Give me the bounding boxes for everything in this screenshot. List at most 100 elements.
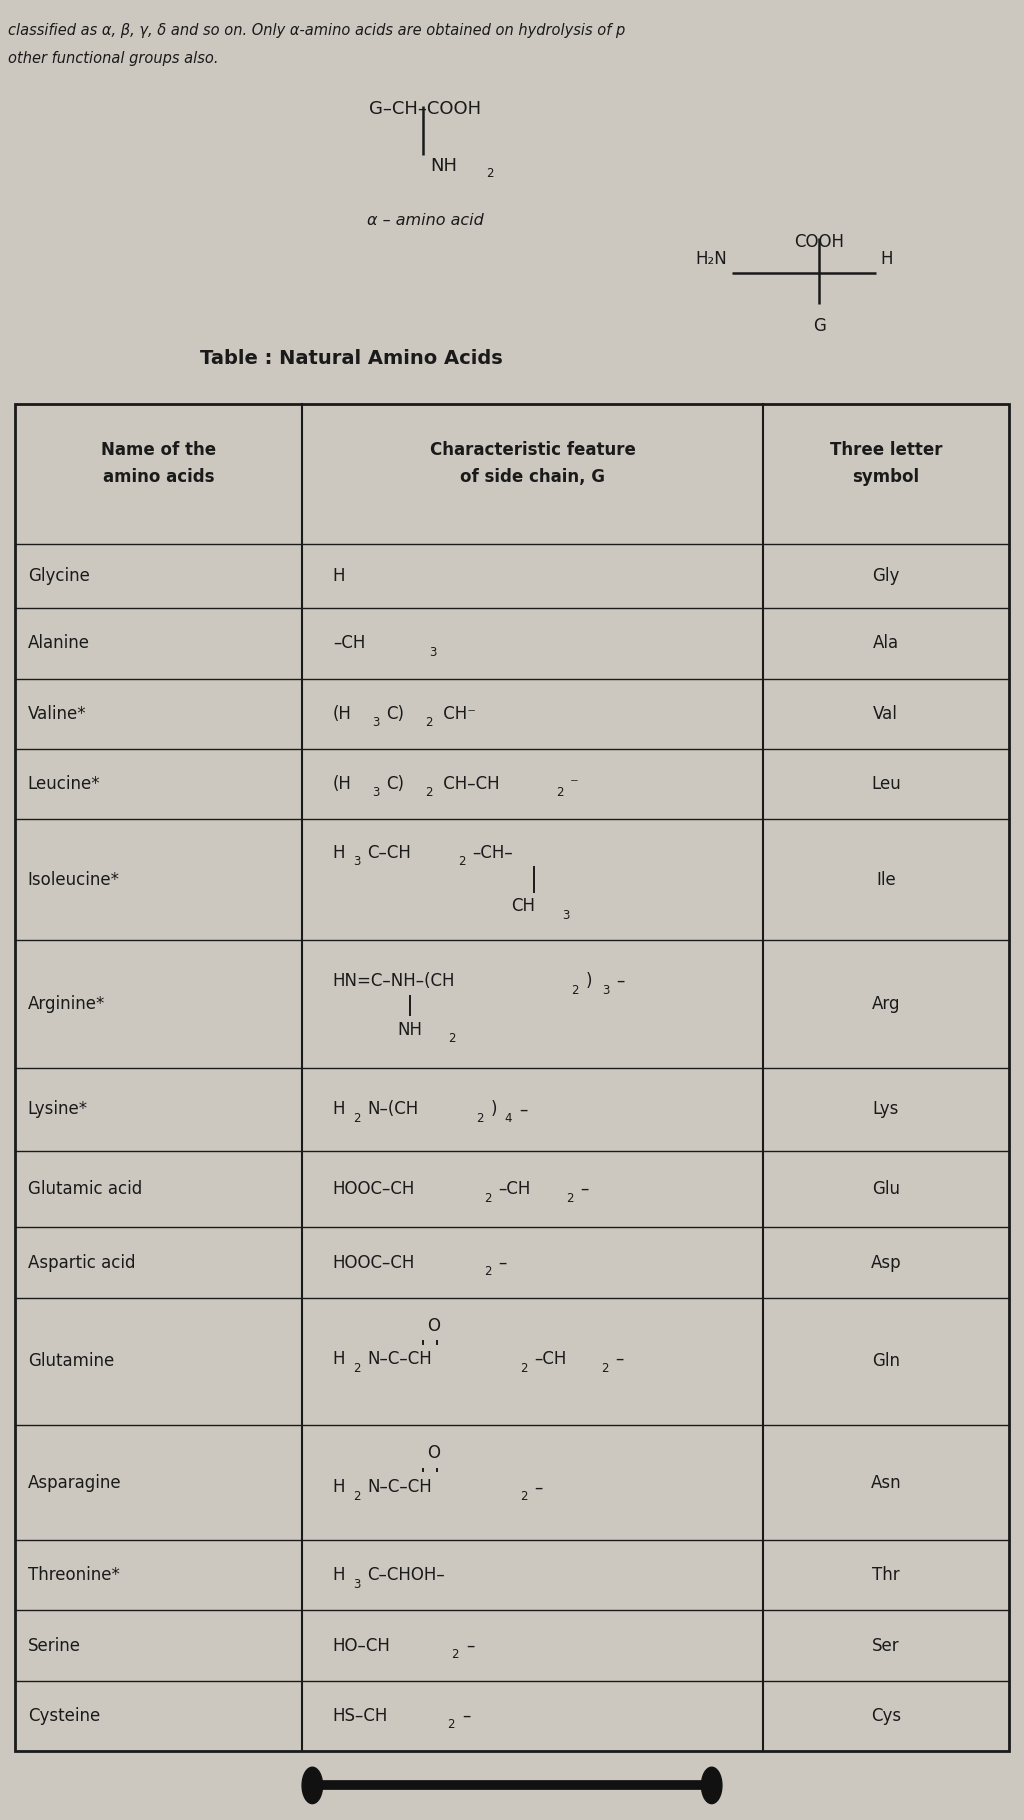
Text: Threonine*: Threonine* bbox=[28, 1567, 120, 1583]
Text: 3: 3 bbox=[602, 983, 609, 997]
Text: Table : Natural Amino Acids: Table : Natural Amino Acids bbox=[200, 349, 503, 368]
Text: ⁻: ⁻ bbox=[570, 775, 580, 794]
Text: –: – bbox=[466, 1636, 474, 1654]
Text: (H: (H bbox=[333, 775, 351, 794]
Text: Glutamic acid: Glutamic acid bbox=[28, 1179, 142, 1198]
Text: 2: 2 bbox=[601, 1361, 608, 1374]
Text: 3: 3 bbox=[429, 646, 436, 659]
Text: –: – bbox=[519, 1101, 527, 1117]
Text: 2: 2 bbox=[449, 1032, 456, 1045]
Text: Ala: Ala bbox=[872, 635, 899, 652]
Text: 2: 2 bbox=[484, 1265, 492, 1278]
Text: Thr: Thr bbox=[872, 1567, 899, 1583]
Text: Arginine*: Arginine* bbox=[28, 996, 105, 1014]
Text: C–CHOH–: C–CHOH– bbox=[368, 1567, 445, 1583]
Text: CH: CH bbox=[511, 897, 535, 915]
Text: –: – bbox=[615, 1350, 624, 1369]
Text: Gly: Gly bbox=[872, 568, 899, 586]
Text: 2: 2 bbox=[566, 1192, 573, 1205]
Text: 2: 2 bbox=[556, 786, 563, 799]
Text: C): C) bbox=[386, 775, 404, 794]
Text: N–(CH: N–(CH bbox=[368, 1101, 419, 1117]
Text: CH⁻: CH⁻ bbox=[438, 704, 476, 723]
Text: –CH–: –CH– bbox=[472, 844, 513, 863]
Text: H: H bbox=[881, 249, 893, 268]
Text: H: H bbox=[333, 1478, 345, 1496]
Text: 2: 2 bbox=[458, 855, 465, 868]
Text: 3: 3 bbox=[562, 908, 569, 923]
Text: H: H bbox=[333, 1567, 345, 1583]
Text: C): C) bbox=[386, 704, 404, 723]
Text: 2: 2 bbox=[447, 1718, 455, 1731]
Text: CH–CH: CH–CH bbox=[438, 775, 500, 794]
Text: Lys: Lys bbox=[872, 1101, 899, 1117]
Text: other functional groups also.: other functional groups also. bbox=[8, 51, 219, 66]
Text: HS–CH: HS–CH bbox=[333, 1707, 388, 1725]
Text: 2: 2 bbox=[520, 1361, 527, 1374]
Text: HN=C–NH–(CH: HN=C–NH–(CH bbox=[333, 972, 456, 990]
Text: Asparagine: Asparagine bbox=[28, 1474, 121, 1492]
Bar bbox=[15, 404, 1009, 1751]
Text: Asp: Asp bbox=[870, 1254, 901, 1272]
Text: Cysteine: Cysteine bbox=[28, 1707, 100, 1725]
Text: Leucine*: Leucine* bbox=[28, 775, 100, 794]
Text: Glutamine: Glutamine bbox=[28, 1352, 114, 1370]
Text: –: – bbox=[581, 1179, 589, 1198]
Text: 2: 2 bbox=[452, 1649, 459, 1662]
Text: –CH: –CH bbox=[499, 1179, 531, 1198]
Text: G: G bbox=[813, 317, 825, 335]
Text: –: – bbox=[499, 1254, 507, 1272]
Text: C–CH: C–CH bbox=[368, 844, 412, 863]
Text: 2: 2 bbox=[484, 1192, 492, 1205]
Text: Three letter
symbol: Three letter symbol bbox=[829, 440, 942, 486]
Text: 2: 2 bbox=[353, 1112, 360, 1125]
Text: 2: 2 bbox=[425, 786, 432, 799]
Text: 3: 3 bbox=[353, 855, 360, 868]
Text: Val: Val bbox=[873, 704, 898, 723]
Text: G–CH–COOH: G–CH–COOH bbox=[369, 100, 481, 118]
Text: NH: NH bbox=[430, 157, 457, 175]
Text: Ile: Ile bbox=[876, 870, 896, 888]
Text: –CH: –CH bbox=[535, 1350, 567, 1369]
Text: H: H bbox=[333, 844, 345, 863]
Text: H: H bbox=[333, 1101, 345, 1117]
Text: Isoleucine*: Isoleucine* bbox=[28, 870, 120, 888]
Text: Gln: Gln bbox=[871, 1352, 900, 1370]
Text: ): ) bbox=[490, 1101, 497, 1117]
Text: HO–CH: HO–CH bbox=[333, 1636, 391, 1654]
Text: 3: 3 bbox=[372, 717, 379, 730]
Text: NH: NH bbox=[397, 1021, 422, 1039]
Text: –CH: –CH bbox=[333, 635, 366, 652]
Text: Leu: Leu bbox=[870, 775, 901, 794]
Text: COOH: COOH bbox=[795, 233, 844, 251]
Text: 2: 2 bbox=[486, 167, 494, 180]
Text: 2: 2 bbox=[353, 1491, 360, 1503]
Text: Alanine: Alanine bbox=[28, 635, 90, 652]
Text: Arg: Arg bbox=[871, 996, 900, 1014]
Text: Glu: Glu bbox=[871, 1179, 900, 1198]
Text: O: O bbox=[427, 1443, 439, 1461]
Text: 3: 3 bbox=[372, 786, 379, 799]
Text: (H: (H bbox=[333, 704, 351, 723]
Text: Serine: Serine bbox=[28, 1636, 81, 1654]
Text: Lysine*: Lysine* bbox=[28, 1101, 88, 1117]
Text: HOOC–CH: HOOC–CH bbox=[333, 1179, 415, 1198]
Text: Cys: Cys bbox=[870, 1707, 901, 1725]
Text: ): ) bbox=[586, 972, 592, 990]
Text: Aspartic acid: Aspartic acid bbox=[28, 1254, 135, 1272]
Text: H₂N: H₂N bbox=[695, 249, 727, 268]
Text: H: H bbox=[333, 1350, 345, 1369]
Text: –: – bbox=[462, 1707, 470, 1725]
Text: 2: 2 bbox=[476, 1112, 483, 1125]
Text: Valine*: Valine* bbox=[28, 704, 86, 723]
Text: 2: 2 bbox=[425, 717, 432, 730]
Text: Ser: Ser bbox=[872, 1636, 899, 1654]
Text: 2: 2 bbox=[571, 983, 579, 997]
Text: Asn: Asn bbox=[870, 1474, 901, 1492]
Text: Glycine: Glycine bbox=[28, 568, 89, 586]
Text: classified as α, β, γ, δ and so on. Only α-amino acids are obtained on hydrolysi: classified as α, β, γ, δ and so on. Only… bbox=[8, 22, 626, 38]
Text: Name of the
amino acids: Name of the amino acids bbox=[101, 440, 216, 486]
Text: –: – bbox=[535, 1478, 543, 1496]
Text: N–C–CH: N–C–CH bbox=[368, 1350, 432, 1369]
Text: 2: 2 bbox=[520, 1491, 527, 1503]
